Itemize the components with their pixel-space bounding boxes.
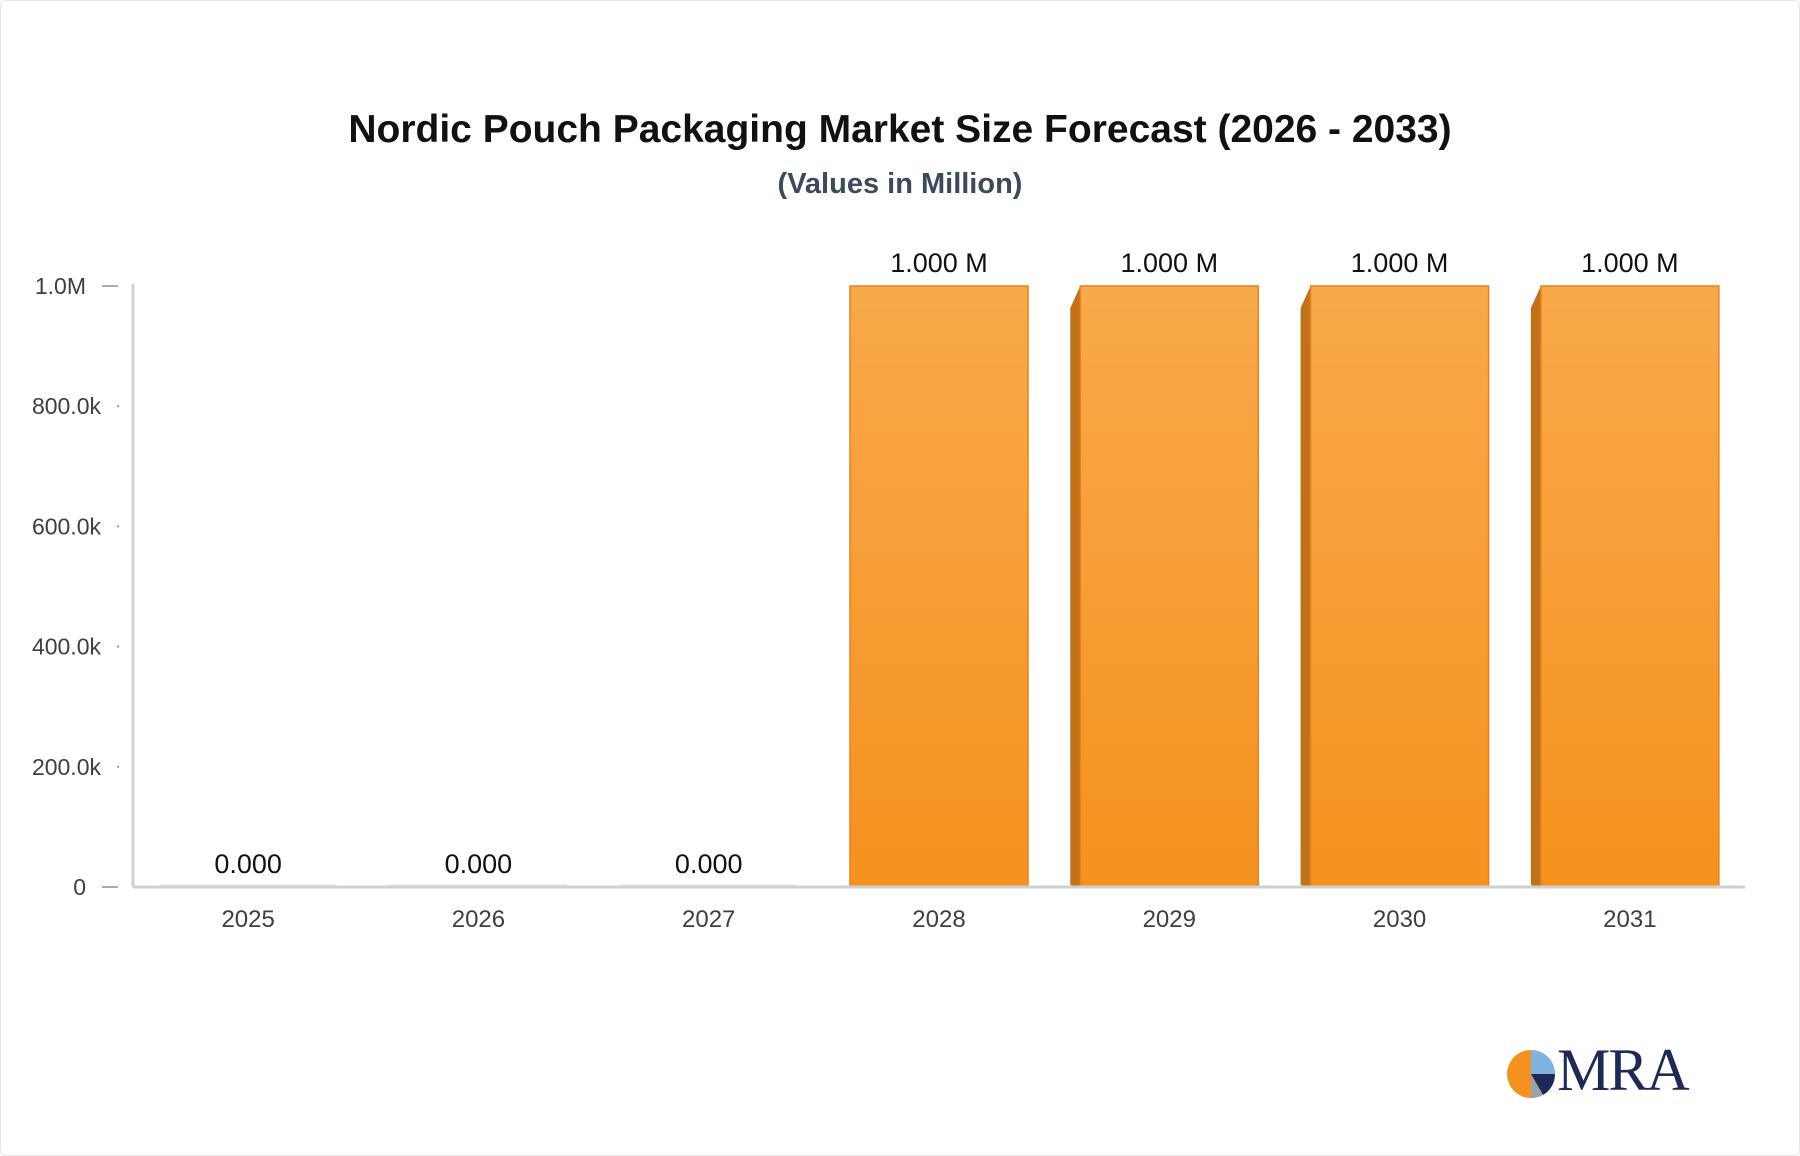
bar — [1309, 285, 1490, 888]
y-tick-mark — [116, 765, 120, 768]
bar-side — [1070, 286, 1081, 887]
y-tick-label: 200.0k — [32, 754, 102, 780]
logo-text: MRA — [1557, 1037, 1690, 1103]
mra-pie-logo-icon — [1507, 1050, 1556, 1099]
data-label: 1.000 M — [1351, 248, 1449, 278]
y-tick-mark — [116, 525, 120, 528]
x-tick-label: 2031 — [1603, 906, 1656, 933]
data-label: 1.000 M — [1581, 248, 1679, 278]
x-tick-label: 2026 — [452, 906, 505, 933]
y-tick-label: 800.0k — [32, 393, 102, 419]
bar — [1079, 285, 1260, 888]
y-tick-label: 0 — [73, 874, 86, 900]
x-tick-label: 2025 — [221, 906, 274, 933]
y-tick-mark — [116, 405, 120, 408]
bar-side — [1300, 286, 1311, 887]
y-tick-mark — [116, 645, 120, 648]
x-tick-label: 2028 — [912, 906, 965, 933]
data-label: 1.000 M — [890, 248, 988, 278]
data-label: 0.000 — [445, 849, 513, 879]
bar — [849, 285, 1029, 888]
chart-subtitle: (Values in Million) — [777, 168, 1023, 200]
x-tick-label: 2030 — [1373, 906, 1426, 933]
x-tick-label: 2027 — [682, 906, 735, 933]
y-tick-label: 600.0k — [32, 513, 102, 539]
bar-side — [1530, 286, 1541, 887]
data-label: 0.000 — [214, 849, 282, 879]
y-tick-label: 400.0k — [32, 634, 102, 660]
data-label: 1.000 M — [1121, 248, 1219, 278]
data-label: 0.000 — [675, 849, 743, 879]
mra-logo: MRA — [1505, 1037, 1695, 1103]
x-tick-label: 2029 — [1143, 906, 1196, 933]
y-tick-label: 1.0M — [35, 273, 86, 299]
bar — [1540, 285, 1720, 888]
chart-title: Nordic Pouch Packaging Market Size Forec… — [348, 108, 1452, 151]
